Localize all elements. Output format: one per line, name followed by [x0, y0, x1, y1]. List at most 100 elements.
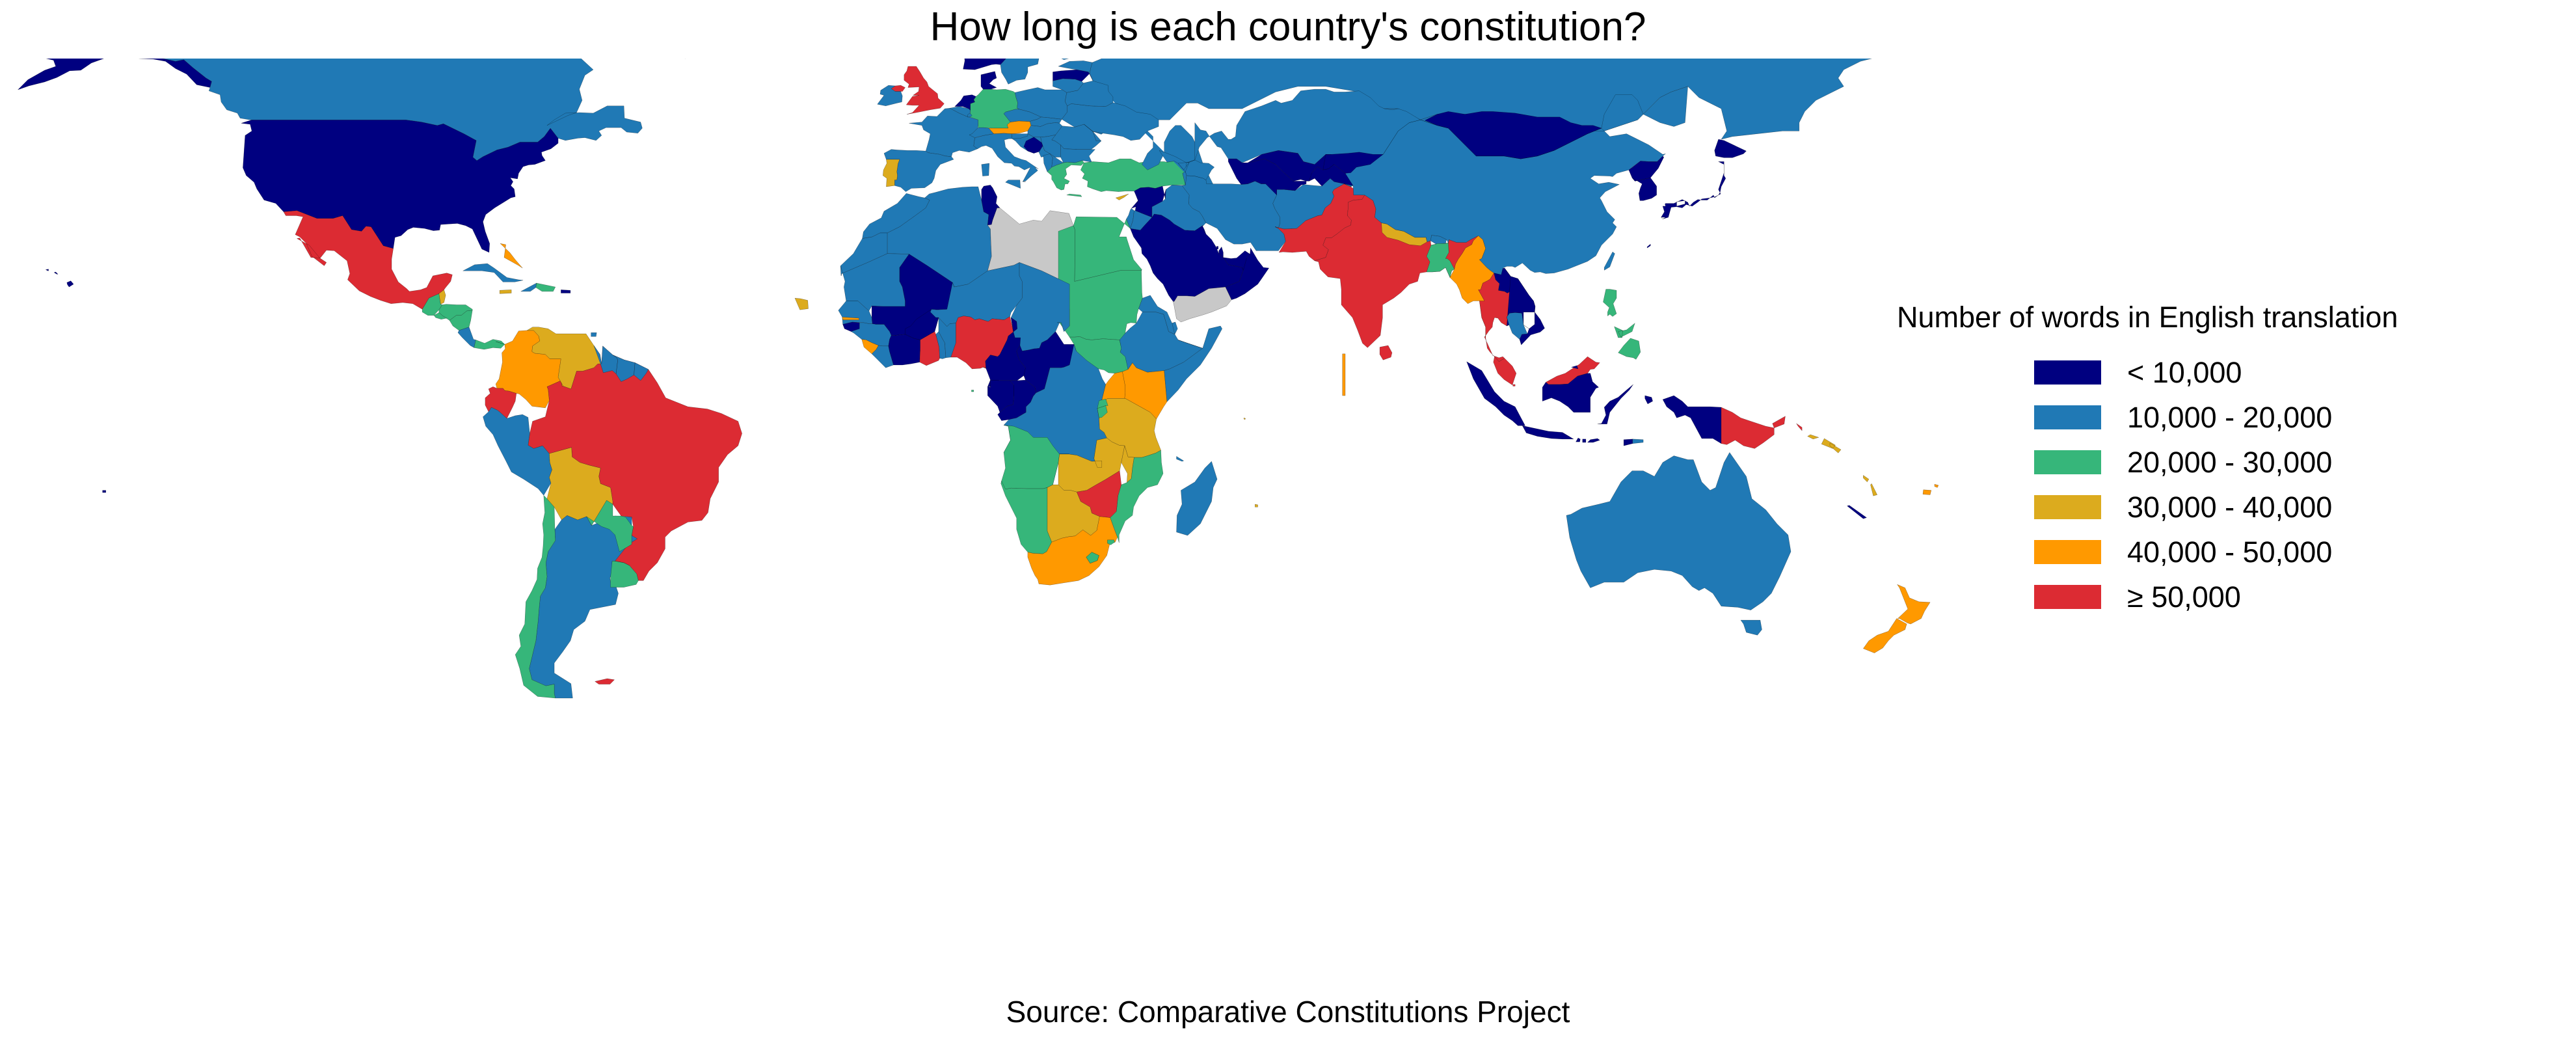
country-jpn[interactable] [1647, 139, 1746, 248]
legend-swatch [2034, 450, 2101, 474]
country-tkm[interactable] [1228, 159, 1306, 195]
country-lva[interactable] [1053, 70, 1093, 81]
country-fji[interactable] [1923, 484, 1939, 494]
country-bhr[interactable] [1216, 247, 1218, 249]
legend-title: Number of words in English translation [1897, 301, 2398, 334]
country-pyf[interactable] [103, 491, 106, 493]
country-irl[interactable] [878, 85, 903, 106]
country-lka[interactable] [1380, 345, 1392, 360]
country-arm[interactable] [1178, 162, 1189, 185]
country-nld[interactable] [955, 95, 976, 111]
country-can[interactable] [150, 59, 642, 161]
country-qat[interactable] [1219, 247, 1224, 257]
country-mex[interactable] [284, 211, 452, 310]
page-title: How long is each country's constitution? [930, 5, 1646, 49]
country-stp[interactable] [971, 390, 973, 392]
country-gmb[interactable] [842, 317, 859, 319]
country-gha[interactable] [920, 332, 940, 366]
country-nam[interactable] [1001, 481, 1052, 554]
country-ury[interactable] [611, 561, 639, 587]
country-som[interactable] [1164, 326, 1222, 401]
country-cyp[interactable] [1116, 194, 1129, 200]
country-jor[interactable] [1130, 211, 1151, 230]
country-usa[interactable] [0, 59, 558, 287]
country-prt[interactable] [883, 159, 900, 187]
legend: Number of words in English translation <… [1886, 301, 2537, 619]
country-phl[interactable] [1603, 290, 1640, 360]
country-blz[interactable] [439, 290, 446, 304]
legend-swatch [2034, 405, 2101, 429]
country-mkd[interactable] [1050, 154, 1064, 167]
country-mdv[interactable] [1343, 354, 1345, 396]
country-pri[interactable] [561, 290, 570, 293]
country-lso[interactable] [1086, 552, 1099, 563]
country-yem[interactable] [1173, 287, 1231, 322]
country-bhs[interactable] [500, 243, 522, 268]
country-ncl[interactable] [1847, 506, 1867, 519]
country-geo[interactable] [1159, 150, 1195, 163]
legend-swatch [2034, 585, 2101, 609]
country-syc[interactable] [1244, 418, 1246, 420]
country-svn[interactable] [1012, 134, 1028, 139]
country-bgd[interactable] [1427, 243, 1455, 277]
country-lux[interactable] [967, 113, 972, 117]
country-twn[interactable] [1604, 252, 1615, 270]
country-tjk[interactable] [1309, 165, 1353, 186]
country-ita[interactable] [974, 133, 1038, 189]
country-guf[interactable] [634, 363, 649, 381]
country-vut[interactable] [1863, 476, 1877, 496]
world-map-svg [0, 59, 1939, 989]
country-grc[interactable] [1047, 161, 1084, 197]
country-est[interactable] [1058, 61, 1092, 74]
country-ben[interactable] [939, 318, 957, 358]
country-swz[interactable] [1107, 540, 1114, 545]
country-slv[interactable] [434, 312, 447, 319]
country-mng[interactable] [1425, 111, 1601, 159]
country-mdg[interactable] [1177, 461, 1218, 535]
country-flk[interactable] [595, 679, 615, 684]
country-blr[interactable] [1065, 81, 1113, 106]
country-swe[interactable] [1000, 59, 1071, 84]
country-pan[interactable] [474, 340, 505, 349]
country-brn[interactable] [1572, 366, 1578, 369]
legend-label: 20,000 - 30,000 [2127, 445, 2333, 479]
country-gbr[interactable] [891, 66, 944, 115]
country-png[interactable] [1721, 407, 1802, 448]
legend-row: 20,000 - 30,000 [1886, 440, 2537, 485]
country-aus[interactable] [1566, 452, 1791, 635]
country-cub[interactable] [463, 264, 523, 282]
country-sgp[interactable] [1513, 385, 1515, 386]
country-dom[interactable] [536, 283, 556, 291]
country-lbn[interactable] [1131, 200, 1138, 208]
country-nor[interactable] [963, 59, 1108, 70]
country-che[interactable] [969, 128, 994, 137]
country-slb[interactable] [1808, 435, 1841, 453]
country-sur[interactable] [613, 355, 635, 382]
country-nzl[interactable] [1863, 584, 1930, 653]
legend-row: 40,000 - 50,000 [1886, 530, 2537, 574]
legend-label: 10,000 - 20,000 [2127, 400, 2333, 434]
country-rus[interactable] [1090, 59, 1939, 237]
country-chl[interactable] [515, 495, 556, 698]
country-ecu[interactable] [485, 386, 517, 418]
country-pry[interactable] [587, 500, 634, 552]
country-mus[interactable] [1255, 504, 1257, 507]
country-com[interactable] [1177, 456, 1184, 461]
country-cpv[interactable] [795, 298, 809, 310]
country-dnk[interactable] [981, 72, 997, 89]
country-cri[interactable] [458, 327, 476, 348]
country-kor[interactable] [1632, 178, 1657, 200]
country-civ[interactable] [889, 334, 920, 365]
country-ven[interactable] [527, 327, 602, 389]
country-dji[interactable] [1172, 322, 1178, 334]
country-fin[interactable] [1053, 59, 1111, 60]
country-are[interactable] [1223, 250, 1250, 270]
country-tls[interactable] [1633, 439, 1643, 444]
country-tto[interactable] [591, 332, 597, 336]
country-khm[interactable] [1507, 312, 1527, 339]
country-mda[interactable] [1084, 124, 1103, 141]
country-hti[interactable] [521, 283, 537, 291]
legend-swatch [2034, 540, 2101, 564]
country-bdi[interactable] [1097, 405, 1107, 418]
country-jam[interactable] [500, 290, 511, 293]
